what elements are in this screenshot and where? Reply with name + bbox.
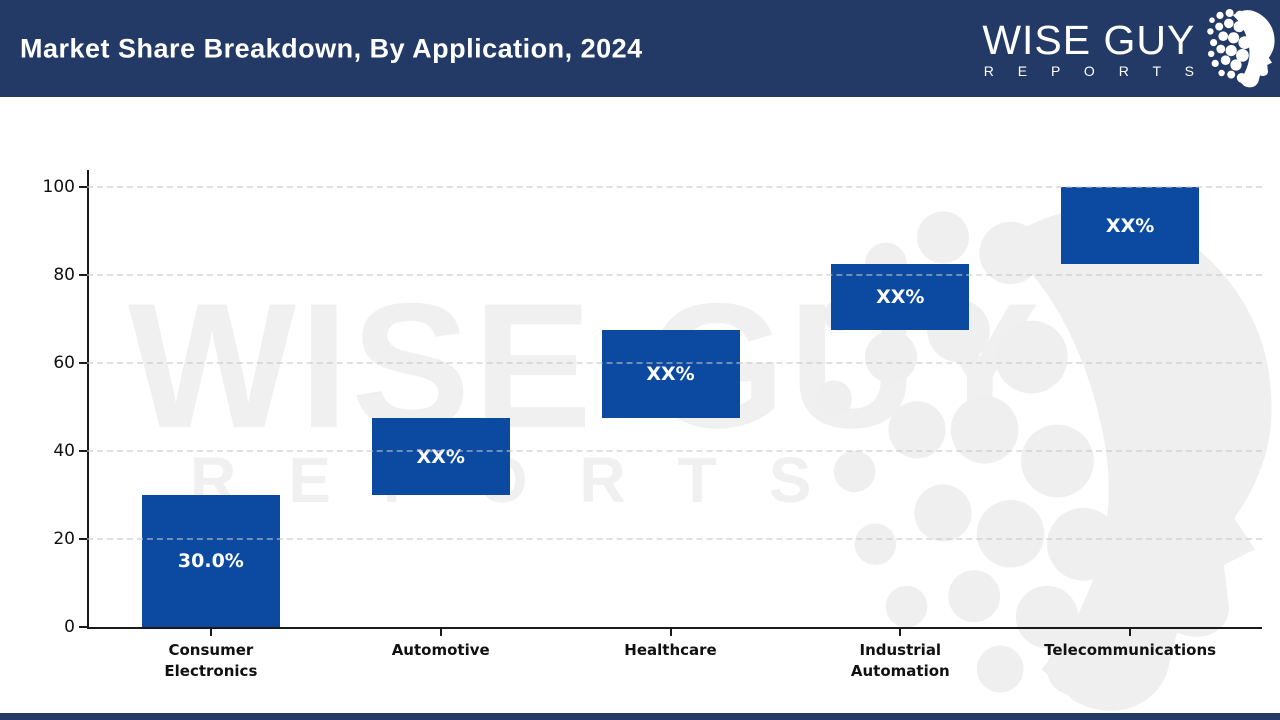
- bar: 30.0%: [141, 495, 280, 627]
- chart-area: WISE GUY REPORTS 30.0% Consumer Electroni…: [0, 97, 1280, 713]
- header-bar: Market Share Breakdown, By Application, …: [0, 0, 1280, 97]
- x-category-label: Consumer Electronics: [164, 641, 258, 680]
- gridline: [87, 274, 1262, 276]
- gridline: [87, 538, 1262, 540]
- bar-value-label: 30.0%: [177, 550, 244, 572]
- y-tick-label: 0: [64, 617, 75, 637]
- x-tick-mark: [209, 629, 212, 636]
- gridline: [87, 362, 1262, 364]
- y-tick-label: 60: [53, 353, 75, 373]
- bar-value-label: XX%: [416, 445, 465, 468]
- logo-wordmark: WISE GUY: [982, 16, 1196, 63]
- x-category-label: Automotive: [391, 641, 490, 659]
- logo-text: WISE GUY R E P O R T S: [974, 16, 1204, 80]
- gridline: [87, 450, 1262, 452]
- x-axis-line: [87, 627, 1262, 629]
- gridline: [87, 186, 1262, 188]
- logo-tagline: R E P O R T S: [983, 63, 1204, 80]
- plot-area: 30.0% Consumer Electronics XX% Automotive XX…: [0, 97, 1280, 713]
- x-tick-mark: [439, 629, 442, 636]
- footer-bar: [0, 713, 1280, 720]
- y-tick-label: 40: [53, 441, 75, 461]
- y-tick-mark: [79, 450, 87, 452]
- bar-value-label: XX%: [646, 363, 695, 385]
- watermark-face-dots: [815, 208, 1272, 711]
- bar-value-label: XX%: [876, 286, 925, 308]
- page-title: Market Share Breakdown, By Application, …: [20, 33, 643, 63]
- x-tick-mark: [1129, 629, 1132, 636]
- logo-head-icon: [1207, 9, 1275, 88]
- x-category-label: Telecommunications: [1044, 641, 1217, 659]
- bar-value-label: XX%: [1105, 214, 1155, 237]
- y-tick-mark: [79, 538, 87, 540]
- y-tick-label: 80: [53, 265, 75, 285]
- y-tick-label: 100: [42, 177, 75, 197]
- x-category-label: Industrial Automation: [850, 641, 950, 680]
- y-tick-mark: [79, 274, 87, 276]
- y-tick-mark: [79, 186, 87, 188]
- x-category-label: Healthcare: [624, 641, 717, 659]
- bar: XX%: [601, 330, 740, 418]
- bar: XX%: [371, 418, 510, 495]
- y-tick-label: 20: [53, 529, 75, 549]
- y-axis-line: [87, 170, 89, 629]
- x-tick-mark: [669, 629, 672, 636]
- x-tick-mark: [899, 629, 902, 636]
- bar: XX%: [1061, 187, 1200, 264]
- y-tick-mark: [79, 362, 87, 364]
- y-tick-mark: [79, 626, 87, 628]
- wise-guy-reports-logo: WISE GUY R E P O R T S: [974, 4, 1276, 94]
